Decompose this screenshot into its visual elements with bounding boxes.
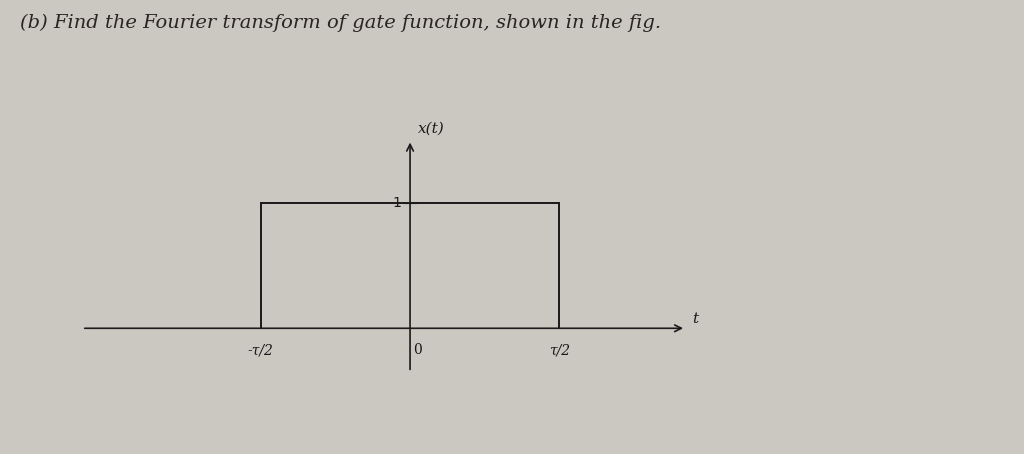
Text: -τ/2: -τ/2	[248, 343, 273, 357]
Text: 0: 0	[413, 343, 422, 357]
Text: 1: 1	[392, 196, 401, 210]
Text: τ/2: τ/2	[549, 343, 569, 357]
Text: t: t	[692, 312, 698, 326]
Text: (b) Find the Fourier transform of gate function, shown in the fig.: (b) Find the Fourier transform of gate f…	[20, 14, 662, 32]
Text: x(t): x(t)	[418, 122, 444, 136]
